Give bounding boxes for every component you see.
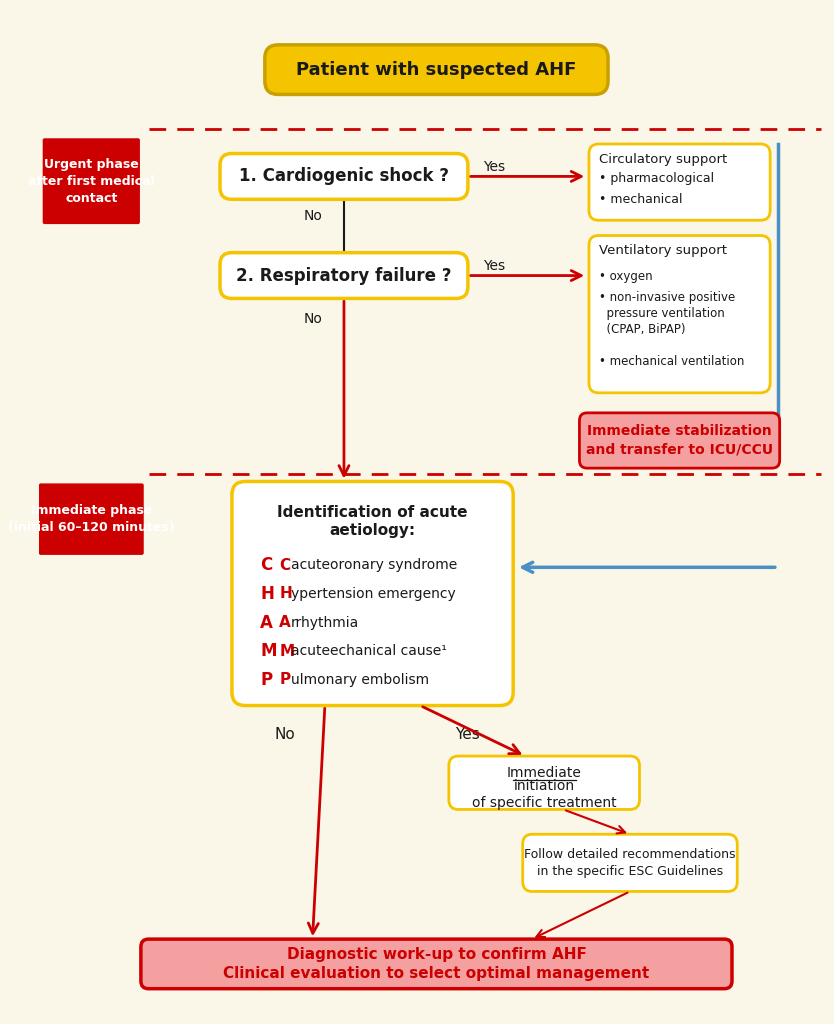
FancyBboxPatch shape xyxy=(43,138,140,224)
Text: P: P xyxy=(260,671,272,689)
FancyBboxPatch shape xyxy=(523,835,737,892)
Text: Circulatory support: Circulatory support xyxy=(599,153,726,166)
Text: P: P xyxy=(279,673,290,687)
FancyBboxPatch shape xyxy=(232,481,513,706)
FancyBboxPatch shape xyxy=(220,253,468,298)
Text: Yes: Yes xyxy=(484,259,505,273)
Text: Follow detailed recommendations
in the specific ESC Guidelines: Follow detailed recommendations in the s… xyxy=(525,848,736,878)
Text: A: A xyxy=(260,613,273,632)
Text: 2. Respiratory failure ?: 2. Respiratory failure ? xyxy=(236,266,452,285)
Text: • mechanical: • mechanical xyxy=(599,193,682,206)
Text: • mechanical ventilation: • mechanical ventilation xyxy=(599,354,744,368)
Text: ulmonary embolism: ulmonary embolism xyxy=(290,673,429,687)
FancyBboxPatch shape xyxy=(220,154,468,200)
FancyBboxPatch shape xyxy=(141,939,732,989)
Text: acuteoronary syndrome: acuteoronary syndrome xyxy=(290,558,457,572)
Text: No: No xyxy=(304,210,323,223)
Text: M: M xyxy=(279,644,294,658)
FancyBboxPatch shape xyxy=(39,483,143,555)
Text: rrhythmia: rrhythmia xyxy=(290,615,359,630)
Text: acuteechanical cause¹: acuteechanical cause¹ xyxy=(290,644,446,658)
Text: Patient with suspected AHF: Patient with suspected AHF xyxy=(296,60,576,79)
Text: C: C xyxy=(260,556,273,574)
Text: H: H xyxy=(279,587,292,601)
FancyBboxPatch shape xyxy=(589,236,770,393)
Text: H: H xyxy=(260,585,274,603)
Text: Immediate stabilization
and transfer to ICU/CCU: Immediate stabilization and transfer to … xyxy=(586,424,773,457)
Text: • oxygen: • oxygen xyxy=(599,270,652,283)
Text: A: A xyxy=(279,615,291,630)
Text: M: M xyxy=(260,642,277,660)
FancyBboxPatch shape xyxy=(449,756,640,809)
Text: Urgent phase
after first medical
contact: Urgent phase after first medical contact xyxy=(28,158,154,205)
Text: Immediate phase
(initial 60–120 minutes): Immediate phase (initial 60–120 minutes) xyxy=(8,504,174,535)
FancyBboxPatch shape xyxy=(589,144,770,220)
Text: initiation
of specific treatment: initiation of specific treatment xyxy=(472,778,616,810)
Text: Yes: Yes xyxy=(455,727,480,741)
Text: Immediate: Immediate xyxy=(507,766,581,780)
Text: ypertension emergency: ypertension emergency xyxy=(290,587,455,601)
Text: 1. Cardiogenic shock ?: 1. Cardiogenic shock ? xyxy=(239,167,449,185)
Text: • non-invasive positive
  pressure ventilation
  (CPAP, BiPAP): • non-invasive positive pressure ventila… xyxy=(599,291,735,336)
FancyBboxPatch shape xyxy=(265,45,608,94)
Text: Identification of acute
aetiology:: Identification of acute aetiology: xyxy=(278,505,468,539)
Text: No: No xyxy=(274,727,295,741)
Text: Diagnostic work-up to confirm AHF
Clinical evaluation to select optimal manageme: Diagnostic work-up to confirm AHF Clinic… xyxy=(224,946,650,981)
Text: Ventilatory support: Ventilatory support xyxy=(599,245,726,257)
Text: • pharmacological: • pharmacological xyxy=(599,172,714,184)
Text: Yes: Yes xyxy=(484,160,505,174)
FancyBboxPatch shape xyxy=(580,413,780,468)
Text: No: No xyxy=(304,312,323,327)
Text: C: C xyxy=(279,558,290,572)
